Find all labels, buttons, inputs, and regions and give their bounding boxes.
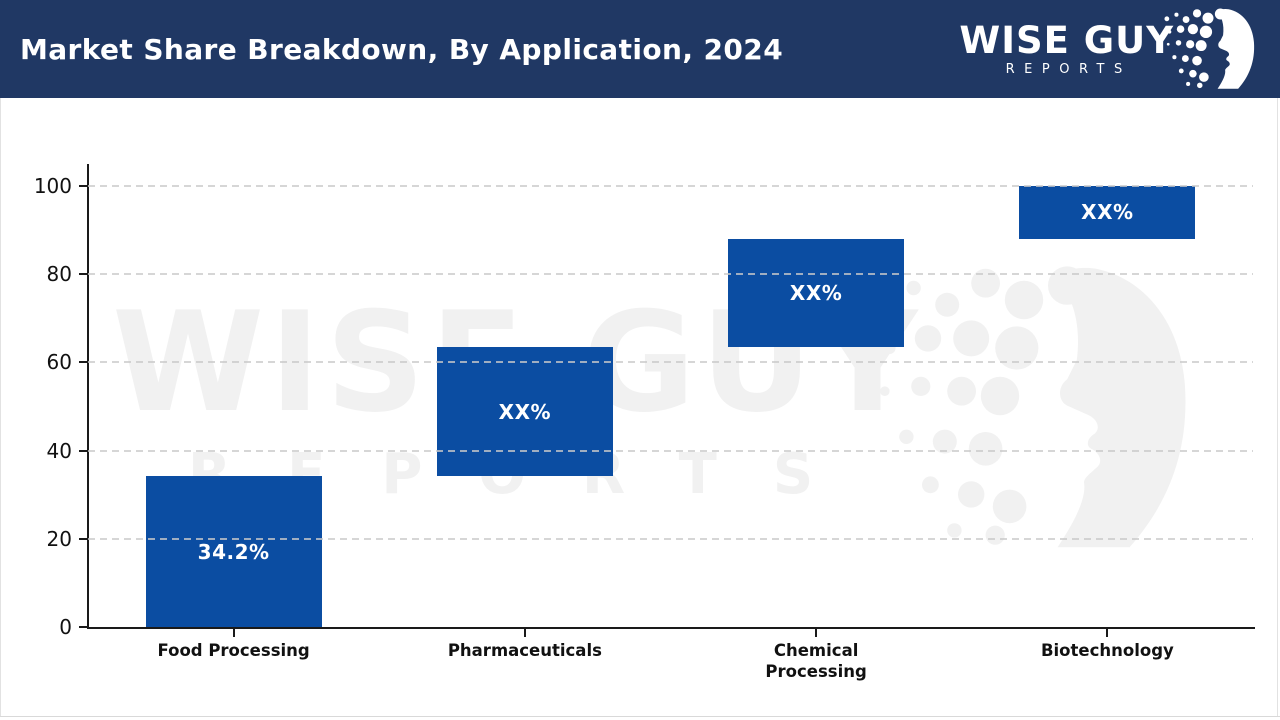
frame-border-left	[0, 98, 1, 717]
y-tick-label: 80	[46, 262, 72, 287]
y-tick-label: 20	[46, 526, 72, 551]
gridline	[88, 537, 1253, 540]
y-tick	[79, 449, 88, 452]
bar-pharmaceuticals: XX%	[436, 346, 613, 477]
bar-chemical-processing: XX%	[728, 238, 905, 347]
bar-value-label: XX%	[1081, 200, 1134, 225]
x-axis-line	[87, 627, 1255, 629]
x-axis-label: Pharmaceuticals	[447, 641, 602, 660]
watermark-face-icon	[871, 266, 1186, 548]
bar-value-label: XX%	[789, 280, 843, 305]
y-tick	[79, 185, 88, 187]
bar-food-processing: 34.2%	[145, 476, 322, 627]
y-tick-label: 100	[33, 174, 72, 198]
x-tick	[523, 629, 526, 637]
frame-border-right	[1277, 98, 1278, 717]
y-tick-label: 60	[46, 350, 72, 375]
x-axis-label: Food Processing	[157, 641, 310, 660]
x-tick	[1106, 629, 1109, 637]
gridline	[88, 449, 1253, 452]
gridline	[88, 273, 1253, 276]
y-tick	[79, 626, 88, 628]
header-bar: Market Share Breakdown, By Application, …	[0, 0, 1280, 98]
y-tick	[79, 537, 88, 540]
page-title: Market Share Breakdown, By Application, …	[20, 32, 784, 66]
wiseguy-face-icon	[1164, 8, 1255, 89]
bar-value-label: 34.2%	[197, 539, 270, 564]
x-axis-label: Biotechnology	[1040, 641, 1174, 660]
brand-name: WISE GUY REPORTS	[959, 22, 1174, 76]
brand-name-top: WISE GUY	[959, 19, 1174, 62]
bar-biotechnology: XX%	[1019, 186, 1196, 239]
gridline	[88, 361, 1253, 364]
y-axis-line	[87, 164, 89, 629]
bar-value-label: XX%	[498, 399, 552, 424]
x-axis-label: Chemical Processing	[765, 641, 867, 682]
frame-border-bottom	[0, 716, 1280, 717]
brand-name-bottom: REPORTS	[1005, 62, 1132, 77]
gridline	[88, 185, 1253, 187]
x-tick	[232, 629, 235, 637]
brand-logo: WISE GUY REPORTS	[959, 7, 1256, 91]
y-tick-label: 40	[46, 438, 72, 463]
x-tick	[815, 629, 818, 637]
y-tick	[79, 361, 88, 364]
y-tick	[79, 273, 88, 276]
y-tick-label: 0	[59, 615, 72, 639]
